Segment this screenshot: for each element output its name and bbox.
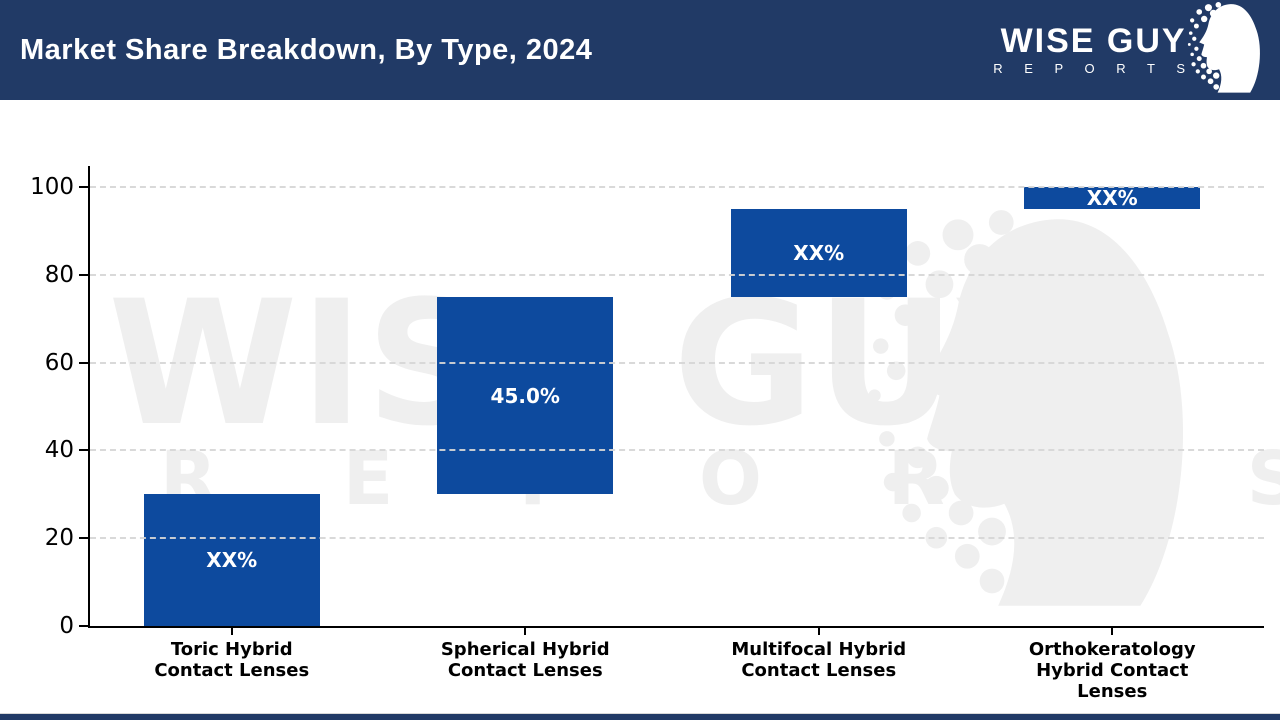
y-tick-label: 20 xyxy=(44,525,74,552)
bar-segment: XX% xyxy=(143,494,320,626)
bar-segment: XX% xyxy=(730,208,907,297)
x-category-label-line: Orthokeratology xyxy=(1028,639,1196,660)
x-axis-tick xyxy=(1111,626,1114,635)
y-axis-tick xyxy=(79,186,88,188)
x-axis-tick xyxy=(524,626,527,635)
gridline xyxy=(90,449,1264,452)
x-category-label-line: Contact Lenses xyxy=(154,660,310,681)
watermark-face-icon xyxy=(856,196,1196,630)
plot-area: 0 20 40 60 80 100 XX% Toric Hybrid Contact Lense… xyxy=(30,166,1264,702)
logo: WISE GUY R E P O R T S xyxy=(993,2,1280,98)
x-category-label: Spherical Hybrid Contact Lenses xyxy=(395,639,655,681)
y-axis-tick xyxy=(79,361,88,364)
x-category-label-line: Multifocal Hybrid xyxy=(731,639,907,660)
x-category-label-line: Contact Lenses xyxy=(447,660,603,681)
bar-value-label: 45.0% xyxy=(490,383,560,408)
y-axis-tick xyxy=(79,625,88,627)
gridline xyxy=(90,273,1264,276)
x-category-label: Orthokeratology Hybrid Contact Lenses xyxy=(982,639,1242,702)
page-title: Market Share Breakdown, By Type, 2024 xyxy=(20,33,593,66)
header: Market Share Breakdown, By Type, 2024 WI… xyxy=(0,0,1280,100)
bar-value-label: XX% xyxy=(206,548,258,573)
y-tick-label: 60 xyxy=(44,349,74,376)
y-axis-tick xyxy=(79,537,88,540)
y-tick-label: 100 xyxy=(30,174,74,200)
gridline xyxy=(90,537,1264,540)
wiseguy-face-icon xyxy=(1180,2,1268,98)
x-category-label-line: Contact Lenses xyxy=(741,660,897,681)
x-axis-tick xyxy=(817,626,820,635)
bar-value-label: XX% xyxy=(1086,185,1138,210)
gridline xyxy=(90,361,1264,364)
logo-wordmark: WISE GUY xyxy=(1000,22,1187,60)
bar-value-label: XX% xyxy=(793,240,845,265)
x-category-label-line: Spherical Hybrid xyxy=(440,639,610,660)
bar-segment: XX% xyxy=(1024,185,1201,210)
x-category-label-line: Hybrid Contact xyxy=(1036,660,1189,681)
bar-segment: 45.0% xyxy=(437,296,614,495)
bottom-divider xyxy=(0,713,1280,714)
y-axis-tick xyxy=(79,273,88,276)
gridline xyxy=(90,186,1264,188)
x-category-label: Multifocal Hybrid Contact Lenses xyxy=(689,639,949,681)
x-category-label: Toric Hybrid Contact Lenses xyxy=(102,639,362,681)
y-axis-tick xyxy=(79,449,88,452)
x-category-label-line: Toric Hybrid xyxy=(170,639,293,660)
x-category-label-line: Lenses xyxy=(1077,681,1148,702)
y-tick-label: 0 xyxy=(59,613,74,639)
y-tick-label: 40 xyxy=(44,437,74,464)
y-tick-label: 80 xyxy=(44,261,74,288)
footer-stripe xyxy=(0,714,1280,720)
logo-text: WISE GUY R E P O R T S xyxy=(993,24,1194,76)
x-axis-tick xyxy=(230,626,233,635)
logo-subtitle: R E P O R T S xyxy=(993,61,1194,76)
